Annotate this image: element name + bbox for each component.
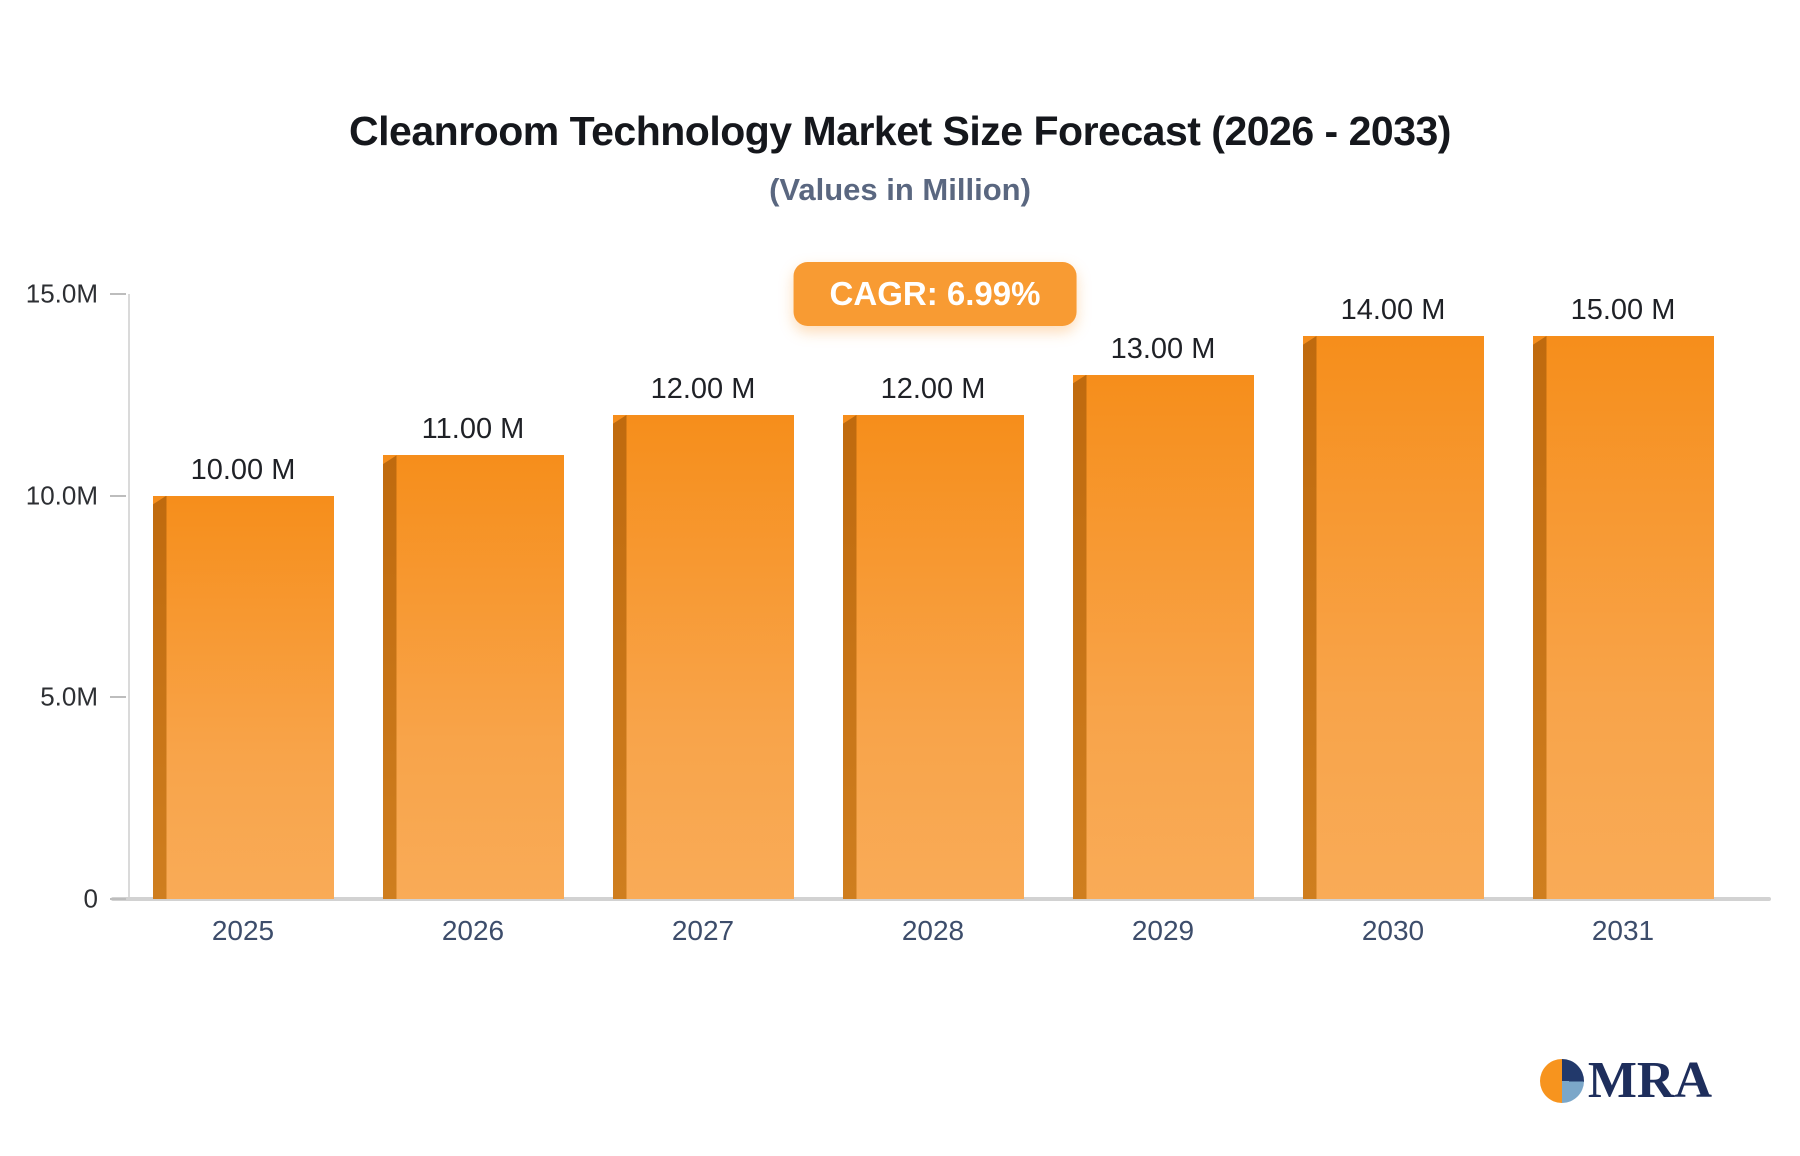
bar-column: 12.00 M: [588, 294, 818, 899]
bar: [382, 455, 564, 899]
bar-column: 15.00 M: [1508, 294, 1738, 899]
y-tick-label: 15.0M: [25, 278, 98, 309]
x-axis-label: 2026: [441, 915, 505, 946]
mra-logo: MRA: [1539, 1052, 1712, 1110]
bar: [1072, 374, 1254, 899]
y-tick-dash: [110, 494, 126, 497]
bars: 10.00 M 11.00 M 12.00 M 12.00 M 13.00 M 14.00…: [128, 294, 1738, 899]
x-axis-label: 2028: [901, 915, 965, 946]
y-axis-ticks: 15.0M 10.0M 5.0M 0: [0, 279, 128, 914]
bar-value-label: 11.00 M: [421, 413, 525, 446]
bar-value-label: 12.00 M: [650, 373, 756, 405]
bar-value-label: 14.00 M: [1340, 294, 1446, 326]
x-axis-line: [111, 897, 1771, 901]
bar-value-label: 12.00 M: [880, 373, 986, 405]
mra-logo-text: MRA: [1587, 1052, 1712, 1109]
bar-value-label: 15.00 M: [1570, 294, 1676, 326]
bar-column: 13.00 M: [1048, 294, 1278, 899]
y-axis-line: [128, 294, 130, 899]
x-axis-label: 2027: [671, 915, 735, 946]
bar-value-label: 10.00 M: [190, 453, 296, 486]
bar-column: 10.00 M: [128, 294, 358, 899]
x-labels: 2025 2026 2027 2028 2029 2030 2031: [128, 915, 1738, 947]
y-tick-dash: [110, 293, 126, 295]
x-axis-label: 2030: [1361, 915, 1425, 946]
bar-column: 11.00 M: [358, 294, 588, 899]
y-tick-dash: [110, 696, 126, 699]
cagr-badge: CAGR: 6.99%: [793, 262, 1077, 326]
x-axis-label: 2029: [1131, 915, 1195, 946]
bar: [612, 415, 794, 899]
bar-column: 12.00 M: [818, 294, 1048, 899]
y-tick-label: 5.0M: [40, 681, 98, 712]
bar: [1532, 336, 1714, 899]
y-tick-label: 0: [83, 883, 98, 914]
chart-title: Cleanroom Technology Market Size Forecas…: [349, 108, 1451, 154]
x-axis-label: 2031: [1591, 915, 1655, 946]
bar-value-label: 13.00 M: [1110, 332, 1216, 365]
bar-column: 14.00 M: [1278, 294, 1508, 899]
bar: [152, 495, 334, 899]
y-tick-dash: [110, 898, 126, 900]
mra-logo-icon: [1539, 1059, 1584, 1103]
bar: [1302, 336, 1484, 899]
y-tick-label: 10.0M: [25, 480, 98, 511]
chart-subtitle: (Values in Million): [769, 172, 1031, 207]
bar: [842, 415, 1024, 899]
x-axis-label: 2025: [211, 915, 275, 946]
